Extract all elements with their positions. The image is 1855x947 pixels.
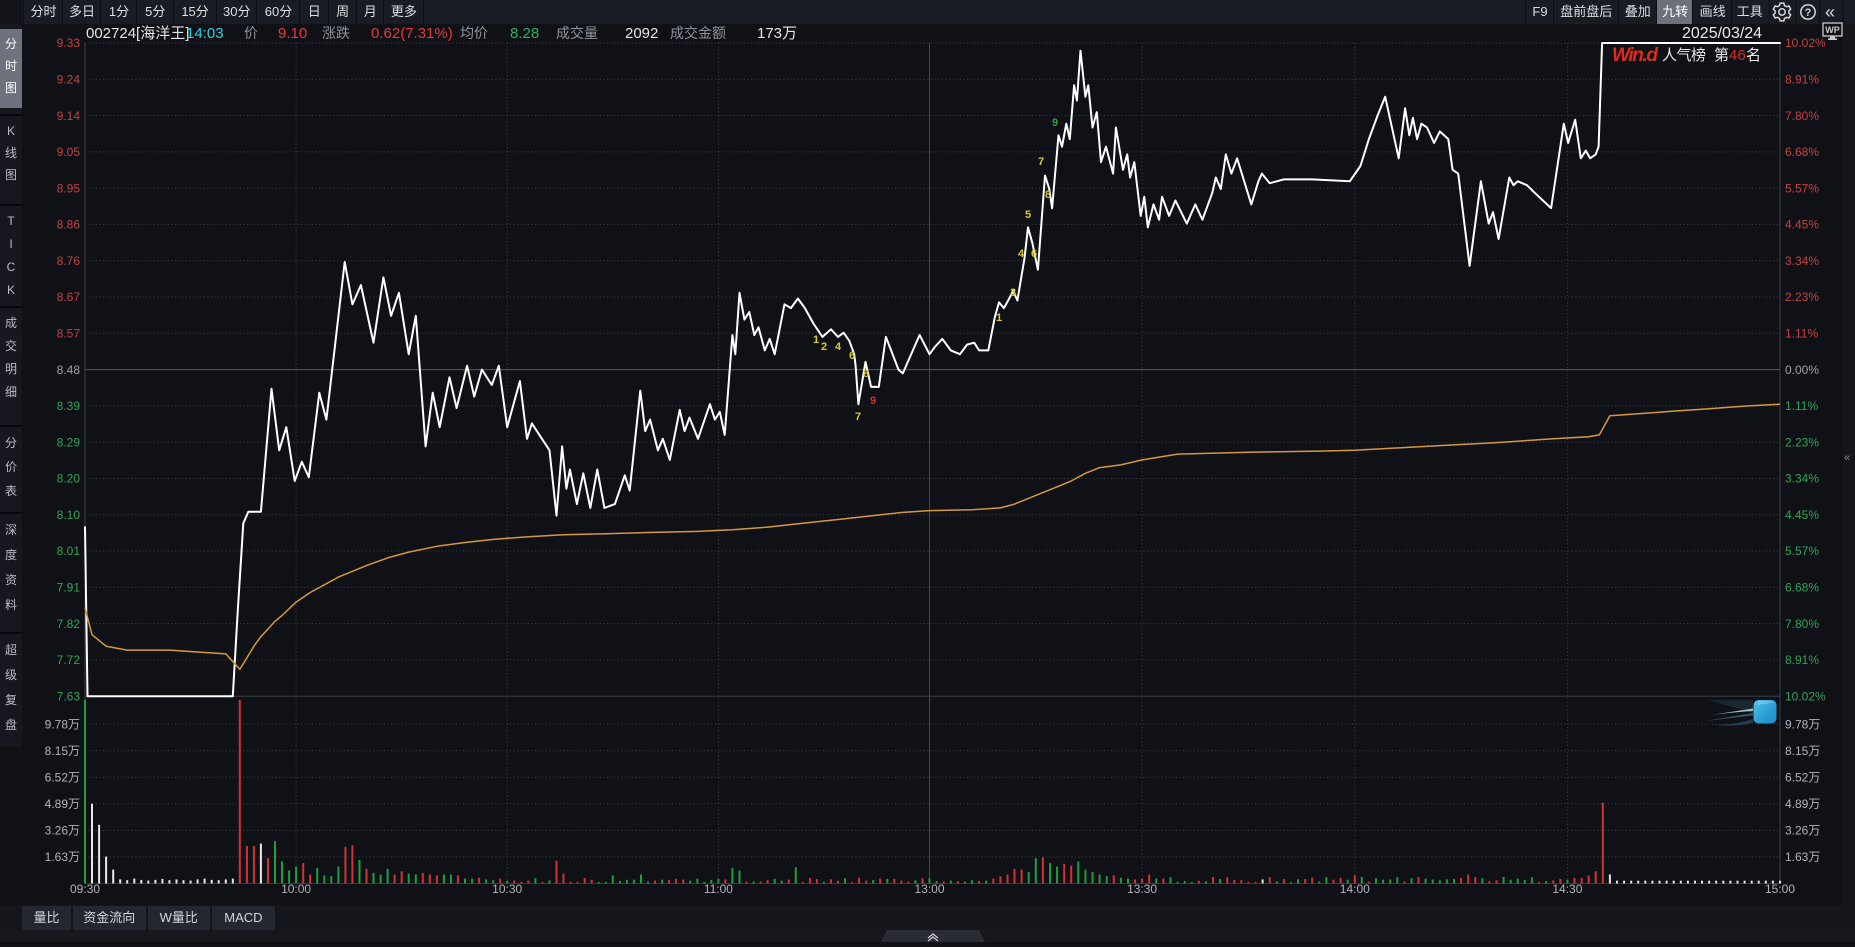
svg-text:1: 1 <box>996 312 1002 324</box>
svg-text:5.57%: 5.57% <box>1785 181 1819 195</box>
svg-text:Win.d: Win.d <box>1612 45 1658 66</box>
svg-text:7: 7 <box>1038 156 1044 168</box>
svg-text:8.20: 8.20 <box>57 472 81 486</box>
svg-text:8.29: 8.29 <box>57 435 81 449</box>
svg-text:14:00: 14:00 <box>1340 882 1370 896</box>
svg-text:9: 9 <box>1052 117 1058 129</box>
svg-text:8.86: 8.86 <box>57 218 81 232</box>
svg-text:4.45%: 4.45% <box>1785 508 1819 522</box>
svg-text:8.48: 8.48 <box>57 363 81 377</box>
svg-text:7.80%: 7.80% <box>1785 109 1819 123</box>
svg-text:2.23%: 2.23% <box>1785 435 1819 449</box>
svg-text:9.78万: 9.78万 <box>1785 717 1820 731</box>
svg-text:3: 3 <box>1010 287 1016 299</box>
svg-text:8.95: 8.95 <box>57 181 81 195</box>
svg-text:14:30: 14:30 <box>1552 882 1582 896</box>
svg-text:7: 7 <box>855 411 861 423</box>
svg-text:?: ? <box>1805 7 1812 19</box>
svg-text:3.26万: 3.26万 <box>45 824 80 838</box>
svg-text:4: 4 <box>835 341 842 353</box>
svg-text:3.34%: 3.34% <box>1785 254 1819 268</box>
svg-text:10.02%: 10.02% <box>1785 689 1826 703</box>
svg-text:7.80%: 7.80% <box>1785 617 1819 631</box>
svg-text:4: 4 <box>1018 248 1025 260</box>
svg-text:7.72: 7.72 <box>57 653 81 667</box>
svg-text:名: 名 <box>1746 47 1761 64</box>
svg-text:09:30: 09:30 <box>70 882 100 896</box>
svg-text:8.91%: 8.91% <box>1785 653 1819 667</box>
svg-text:8: 8 <box>1045 189 1051 201</box>
svg-text:人气榜: 人气榜 <box>1662 47 1706 64</box>
svg-text:6.68%: 6.68% <box>1785 580 1819 594</box>
svg-text:8.10: 8.10 <box>57 508 81 522</box>
svg-text:10:00: 10:00 <box>281 882 311 896</box>
svg-text:10.02%: 10.02% <box>1785 36 1826 50</box>
svg-text:6: 6 <box>849 350 855 362</box>
svg-text:7.63: 7.63 <box>57 689 81 703</box>
svg-text:6.68%: 6.68% <box>1785 145 1819 159</box>
svg-text:8.67: 8.67 <box>57 290 81 304</box>
svg-text:1: 1 <box>813 334 819 346</box>
svg-text:9.78万: 9.78万 <box>45 717 80 731</box>
svg-text:2.23%: 2.23% <box>1785 290 1819 304</box>
svg-text:15:00: 15:00 <box>1765 882 1795 896</box>
svg-text:3.26万: 3.26万 <box>1785 824 1820 838</box>
svg-text:1.11%: 1.11% <box>1785 326 1818 340</box>
svg-text:WP: WP <box>1825 25 1840 35</box>
svg-text:6.52万: 6.52万 <box>45 770 80 784</box>
svg-text:8.91%: 8.91% <box>1785 72 1819 86</box>
svg-text:0.00%: 0.00% <box>1785 363 1819 377</box>
svg-text:9: 9 <box>870 395 876 407</box>
svg-text:第: 第 <box>1714 46 1729 64</box>
svg-text:7.91: 7.91 <box>57 580 81 594</box>
svg-text:46: 46 <box>1729 47 1746 64</box>
svg-text:1.63万: 1.63万 <box>45 850 80 864</box>
svg-text:8.39: 8.39 <box>57 399 81 413</box>
svg-text:4.89万: 4.89万 <box>45 797 80 811</box>
svg-text:«: « <box>1825 2 1835 22</box>
svg-text:1.11%: 1.11% <box>1785 399 1818 413</box>
svg-text:9.33: 9.33 <box>57 36 81 50</box>
svg-text:9.24: 9.24 <box>57 72 81 86</box>
svg-text:8: 8 <box>863 368 869 380</box>
svg-text:5: 5 <box>1025 209 1031 221</box>
svg-text:8.15万: 8.15万 <box>45 744 80 758</box>
svg-text:4.45%: 4.45% <box>1785 218 1819 232</box>
svg-text:1.63万: 1.63万 <box>1785 850 1820 864</box>
svg-text:6.52万: 6.52万 <box>1785 770 1820 784</box>
svg-text:8.01: 8.01 <box>57 544 81 558</box>
svg-text:11:00: 11:00 <box>704 882 733 896</box>
svg-text:3.34%: 3.34% <box>1785 472 1819 486</box>
svg-text:7.82: 7.82 <box>57 617 81 631</box>
svg-text:5.57%: 5.57% <box>1785 544 1819 558</box>
svg-text:2: 2 <box>821 341 827 353</box>
svg-text:8.76: 8.76 <box>57 254 81 268</box>
svg-text:10:30: 10:30 <box>492 882 522 896</box>
svg-text:6: 6 <box>1031 248 1037 260</box>
svg-text:9.14: 9.14 <box>57 109 81 123</box>
svg-text:9.05: 9.05 <box>57 145 81 159</box>
svg-text:8.15万: 8.15万 <box>1785 744 1820 758</box>
svg-text:13:30: 13:30 <box>1127 882 1157 896</box>
svg-text:4.89万: 4.89万 <box>1785 797 1820 811</box>
svg-text:13:00: 13:00 <box>914 882 944 896</box>
svg-text:8.57: 8.57 <box>57 326 81 340</box>
